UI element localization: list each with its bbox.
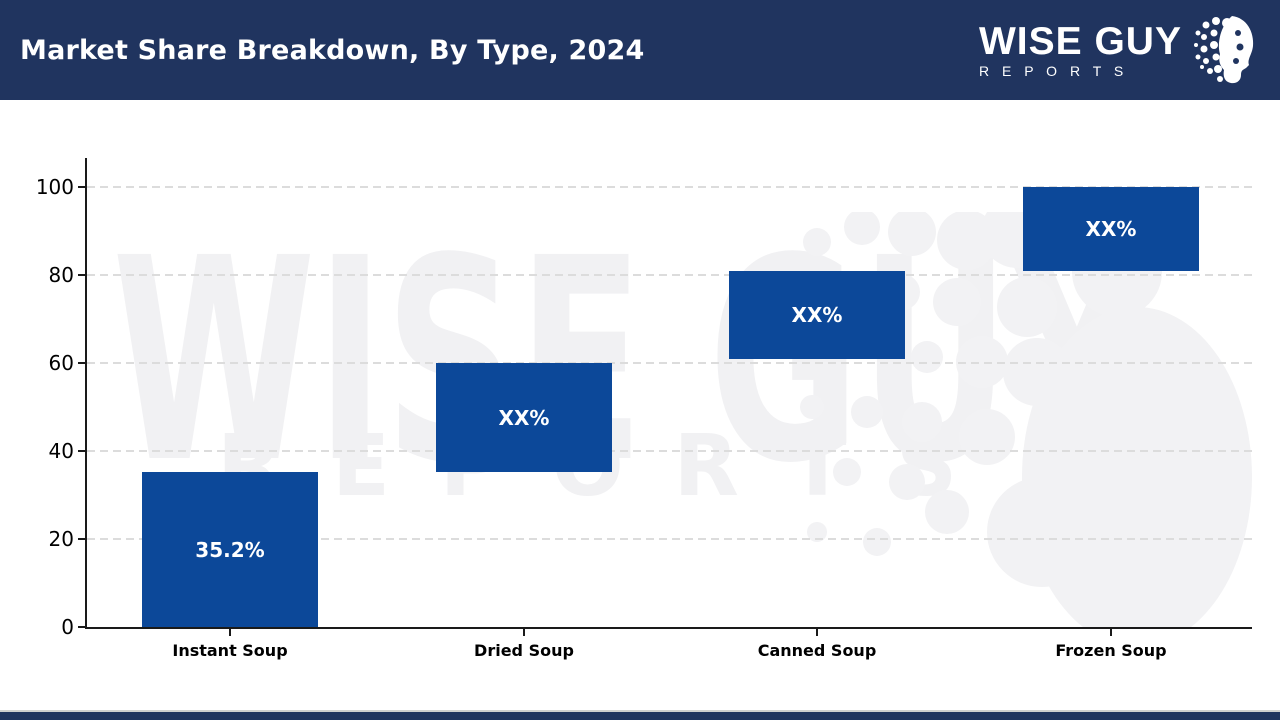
x-tick-mark-3	[816, 629, 818, 636]
y-tick-mark-100	[78, 186, 85, 188]
bar-canned-soup: XX%	[729, 270, 905, 359]
gridline-y-80	[87, 274, 1252, 276]
x-category-label: Canned Soup	[757, 641, 877, 660]
y-tick-label-60: 60	[48, 351, 74, 375]
y-tick-mark-20	[78, 538, 85, 540]
y-axis-spine	[85, 158, 87, 629]
brand-logo: WISE GUY R E P O R T S	[979, 13, 1254, 87]
x-category-label: Frozen Soup	[1055, 641, 1167, 660]
gridline-y-20	[87, 538, 1252, 540]
y-tick-label-20: 20	[48, 527, 74, 551]
brand-name: WISE GUY	[978, 19, 1182, 63]
footer-bar	[0, 710, 1280, 720]
dotted-face-profile-icon	[1194, 16, 1254, 84]
y-tick-label-100: 100	[35, 175, 74, 199]
y-tick-label-40: 40	[48, 439, 74, 463]
header-bar: Market Share Breakdown, By Type, 2024 WI…	[0, 0, 1280, 100]
y-tick-mark-0	[78, 626, 85, 628]
gridline-y-60	[87, 362, 1252, 364]
bar-instant-soup: 35.2%	[142, 472, 318, 627]
y-tick-label-80: 80	[48, 263, 74, 287]
y-tick-mark-40	[78, 450, 85, 452]
x-tick-mark-1	[229, 629, 231, 636]
bar-value-label: XX%	[1085, 216, 1137, 241]
bar-dried-soup: XX%	[436, 363, 612, 473]
bar-value-label: XX%	[791, 302, 843, 327]
gridline-y-40	[87, 450, 1252, 452]
x-tick-mark-4	[1110, 629, 1112, 636]
brand-wordmark: WISE GUY R E P O R T S	[979, 22, 1182, 79]
brand-subtitle: R E P O R T S	[978, 62, 1128, 79]
x-tick-mark-2	[523, 629, 525, 636]
bar-value-label: 35.2%	[195, 537, 265, 562]
y-tick-mark-60	[78, 362, 85, 364]
bar-value-label: XX%	[498, 405, 550, 430]
page-title: Market Share Breakdown, By Type, 2024	[20, 34, 645, 66]
x-category-label: Dried Soup	[474, 641, 574, 660]
y-tick-mark-80	[78, 274, 85, 276]
y-tick-label-0: 0	[61, 615, 74, 639]
gridline-y-100	[87, 186, 1252, 188]
x-category-label: Instant Soup	[172, 641, 288, 660]
x-axis-spine	[85, 627, 1252, 629]
bar-frozen-soup: XX%	[1023, 187, 1199, 271]
